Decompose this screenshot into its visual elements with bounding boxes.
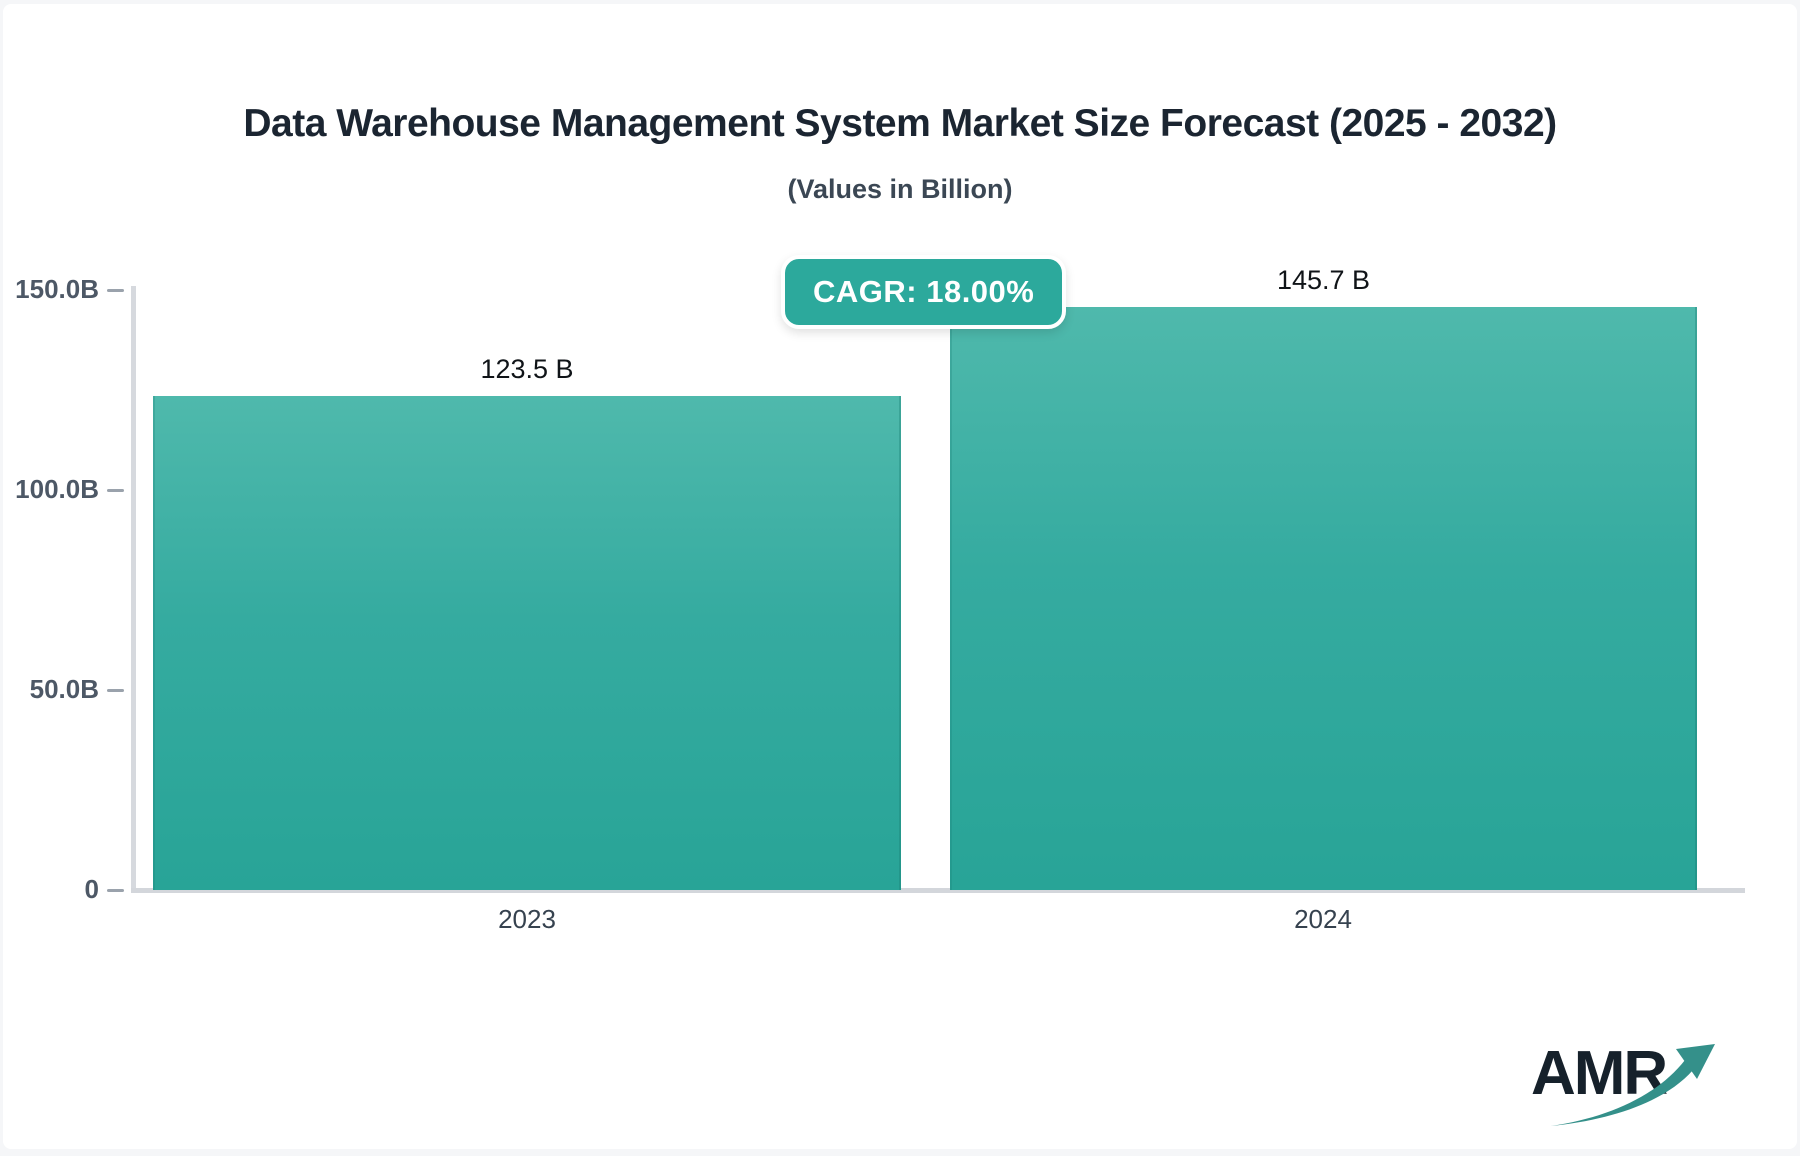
y-tick-label: 50.0B	[29, 674, 99, 704]
chart-subtitle: (Values in Billion)	[787, 174, 1013, 204]
bar-value-label-2023: 123.5 B	[480, 354, 574, 384]
bar-2023	[153, 396, 901, 890]
chart-title: Data Warehouse Management System Market …	[243, 102, 1557, 145]
y-tick-mark	[107, 489, 124, 492]
bar-value-label-2024: 145.7 B	[1276, 265, 1371, 295]
growth-arrow-icon	[1551, 1044, 1715, 1126]
amr-logo: AMR	[1531, 1026, 1731, 1136]
cagr-badge: CAGR: 18.00%	[781, 255, 1067, 329]
y-axis-line	[131, 286, 136, 891]
y-tick-mark	[107, 289, 124, 292]
cagr-badge-text: CAGR: 18.00%	[813, 274, 1035, 309]
x-axis-label-2024: 2024	[1294, 904, 1352, 934]
x-axis-label-2023: 2023	[498, 904, 556, 934]
chart-card: Data Warehouse Management System Market …	[3, 4, 1797, 1149]
y-tick-label: 150.0B	[15, 274, 99, 304]
bar-2024	[950, 307, 1697, 890]
y-tick-label: 0	[84, 874, 99, 904]
x-axis-baseline	[131, 888, 1745, 893]
y-tick-mark	[107, 889, 124, 892]
y-tick-mark	[107, 689, 124, 692]
y-tick-label: 100.0B	[15, 474, 99, 504]
